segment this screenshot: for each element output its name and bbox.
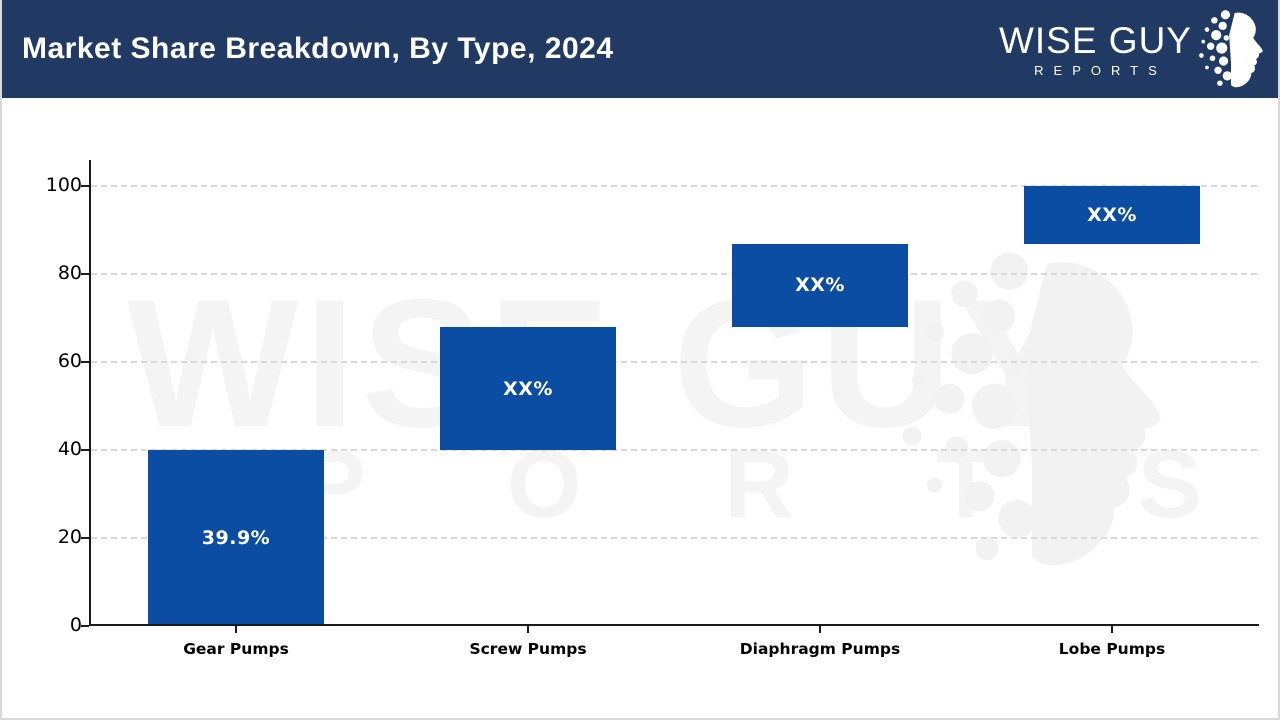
y-tick-label-40: 40 [57, 438, 82, 460]
x-tick-mark-gear-pumps [235, 626, 237, 633]
y-tick-label-20: 20 [57, 526, 82, 548]
bar-value-label-lobe-pumps: XX% [1087, 204, 1137, 227]
x-tick-label-lobe-pumps: Lobe Pumps [1058, 640, 1166, 658]
x-tick-mark-screw-pumps [527, 626, 529, 633]
y-axis-line [89, 160, 91, 626]
brand-subname: REPORTS [1034, 62, 1167, 78]
bar-diaphragm-pumps: XX% [732, 244, 908, 327]
gridline-20 [91, 537, 1258, 539]
x-tick-mark-diaphragm-pumps [819, 626, 821, 633]
watermark-dotted-face-icon [902, 252, 1161, 566]
y-tick-mark-40 [81, 449, 89, 451]
y-tick-mark-20 [81, 537, 89, 539]
brand-name: WISE GUY [998, 19, 1192, 61]
x-tick-label-diaphragm-pumps: Diaphragm Pumps [739, 640, 901, 658]
y-tick-mark-80 [81, 273, 89, 275]
x-tick-label-screw-pumps: Screw Pumps [469, 640, 587, 658]
bar-screw-pumps: XX% [440, 326, 616, 451]
gridline-100 [91, 185, 1258, 187]
gridline-60 [91, 361, 1258, 363]
bar-gear-pumps: 39.9% [148, 450, 324, 626]
x-tick-mark-lobe-pumps [1111, 626, 1113, 633]
bar-value-label-diaphragm-pumps: XX% [795, 274, 845, 297]
y-tick-mark-60 [81, 361, 89, 363]
gridline-80 [91, 273, 1258, 275]
bar-value-label-gear-pumps: 39.9% [201, 527, 271, 550]
waterfall-chart: 0 20 40 60 80 100 39.9% XX% XX% XX% Gear Pumps Sc… [2, 98, 1278, 718]
page-title: Market Share Breakdown, By Type, 2024 [22, 32, 614, 65]
bar-value-label-screw-pumps: XX% [503, 377, 553, 400]
x-axis-line [89, 624, 1259, 626]
y-tick-label-80: 80 [57, 262, 82, 284]
header-bar: Market Share Breakdown, By Type, 2024 WI… [2, 0, 1278, 98]
y-tick-mark-100 [81, 185, 89, 187]
y-tick-label-0: 0 [69, 614, 82, 636]
gridline-40 [91, 449, 1258, 451]
y-tick-mark-0 [81, 625, 89, 627]
x-tick-label-gear-pumps: Gear Pumps [183, 640, 289, 658]
y-tick-label-100: 100 [45, 174, 82, 196]
dotted-face-profile-icon [1199, 10, 1263, 88]
brand-logo-text: WISE GUY REPORTS [999, 22, 1192, 77]
y-tick-label-60: 60 [57, 350, 82, 372]
bar-lobe-pumps: XX% [1024, 186, 1200, 245]
brand-logo: WISE GUY REPORTS [999, 6, 1268, 92]
